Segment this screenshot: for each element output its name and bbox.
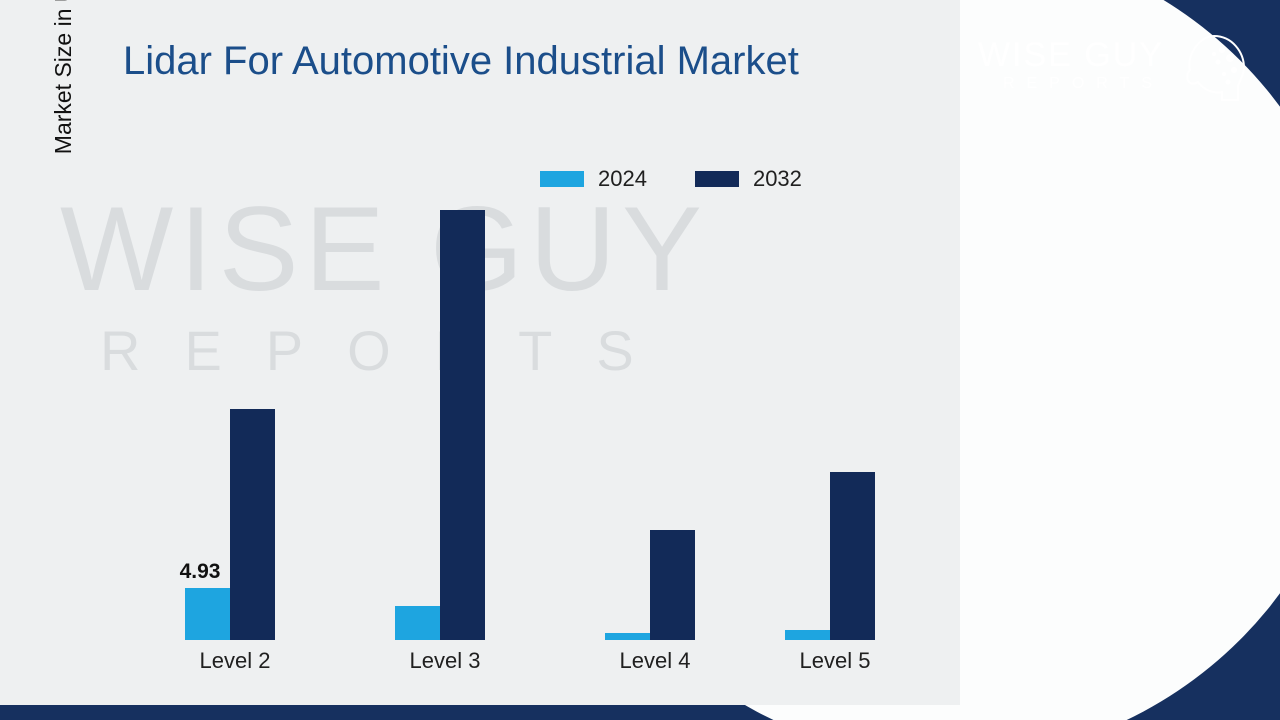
bar-series-a — [395, 606, 440, 640]
chart-title: Lidar For Automotive Industrial Market — [123, 38, 843, 84]
bar-series-b — [230, 409, 275, 640]
legend-swatch-a — [540, 171, 584, 187]
y-axis-label: Market Size in USD Billion — [50, 0, 77, 220]
logo-head-icon — [1174, 30, 1254, 110]
legend-swatch-b — [695, 171, 739, 187]
x-axis-label: Level 4 — [580, 640, 730, 674]
legend: 2024 2032 — [540, 166, 802, 192]
bar-series-b — [440, 210, 485, 640]
legend-label-b: 2032 — [753, 166, 802, 192]
chart-card: WISE GUY REPORTS Lidar For Automotive In… — [0, 0, 960, 705]
legend-item-2032: 2032 — [695, 166, 802, 192]
brand-logo: WISE GUY REPORTS — [978, 36, 1250, 93]
legend-item-2024: 2024 — [540, 166, 647, 192]
x-axis-label: Level 2 — [160, 640, 310, 674]
bar-series-a — [785, 630, 830, 640]
bar-series-a — [605, 633, 650, 640]
bar-series-b — [830, 472, 875, 640]
x-axis-label: Level 3 — [370, 640, 520, 674]
bar-series-a: 4.93 — [185, 588, 230, 640]
plot-area: 4.93Level 2Level 3Level 4Level 5 — [120, 210, 910, 640]
x-axis-label: Level 5 — [760, 640, 910, 674]
chart-stage: WISE GUY REPORTS Lidar For Automotive In… — [0, 0, 1280, 720]
legend-label-a: 2024 — [598, 166, 647, 192]
bar-series-b — [650, 530, 695, 640]
